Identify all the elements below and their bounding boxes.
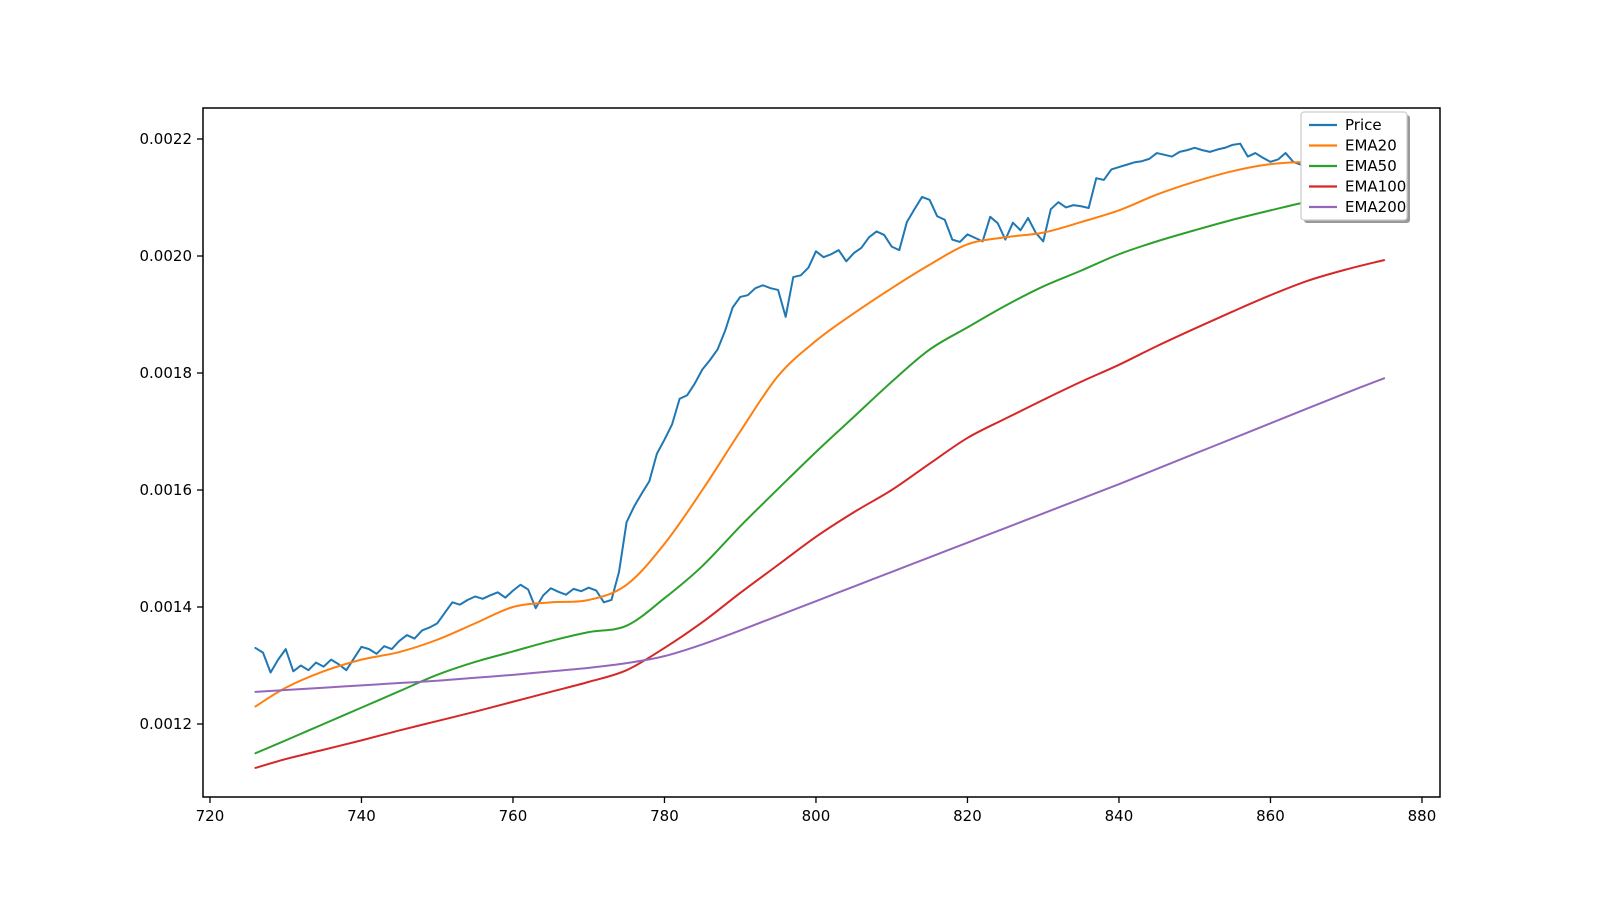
plot-background (203, 108, 1440, 797)
legend-label-ema100: EMA100 (1345, 178, 1406, 196)
series-group (254, 142, 1386, 769)
legend-label-ema20: EMA20 (1345, 137, 1397, 155)
legend-label-price: Price (1345, 116, 1382, 134)
x-tick-label: 840 (1105, 807, 1134, 825)
x-tick-label: 800 (802, 807, 831, 825)
y-axis: 0.0012 0.0014 0.0016 0.0018 0.0020 0.0022 (140, 130, 203, 733)
x-tick-label: 780 (650, 807, 679, 825)
x-tick-label: 880 (1408, 807, 1437, 825)
x-tick-label: 820 (953, 807, 982, 825)
legend-label-ema200: EMA200 (1345, 198, 1406, 216)
y-tick-label: 0.0012 (140, 715, 193, 733)
x-tick-label: 740 (347, 807, 376, 825)
x-tick-label: 860 (1256, 807, 1285, 825)
series-line-price (254, 142, 1386, 674)
series-line-ema20 (254, 160, 1386, 708)
y-tick-label: 0.0014 (140, 598, 193, 616)
axes-spines (202, 107, 1441, 798)
series-line-ema50 (254, 189, 1386, 755)
legend-box (1300, 111, 1408, 221)
plot-area (203, 108, 1440, 797)
y-tick-label: 0.0022 (140, 130, 193, 148)
legend: Price EMA20 EMA50 EMA100 EMA200 (1300, 111, 1410, 223)
x-axis: 720 740 760 780 800 820 840 860 880 (196, 797, 1437, 825)
y-tick-label: 0.0018 (140, 364, 193, 382)
x-tick-label: 720 (196, 807, 225, 825)
x-tick-label: 760 (499, 807, 528, 825)
series-line-ema200 (254, 377, 1386, 693)
y-tick-label: 0.0016 (140, 481, 193, 499)
y-tick-label: 0.0020 (140, 247, 193, 265)
axes-border (202, 107, 1441, 798)
legend-label-ema50: EMA50 (1345, 157, 1397, 175)
series-line-ema100 (254, 259, 1386, 769)
